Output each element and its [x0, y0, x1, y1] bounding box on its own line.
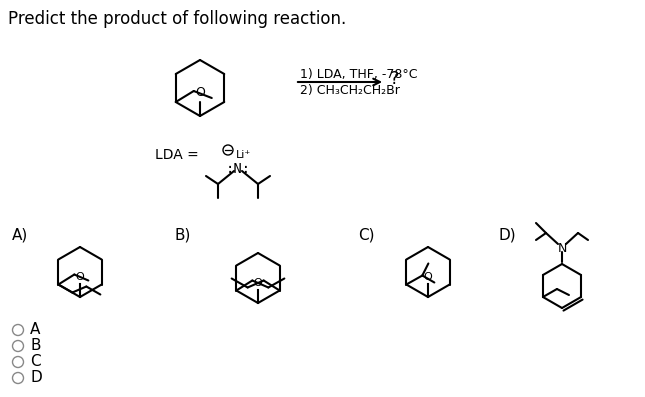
Text: O: O [424, 272, 432, 282]
Text: ?: ? [390, 70, 399, 88]
Text: D: D [30, 370, 42, 385]
Text: O: O [253, 278, 263, 288]
Text: B): B) [175, 228, 192, 243]
Text: O: O [75, 272, 84, 282]
Text: 1) LDA, THF, -78°C: 1) LDA, THF, -78°C [300, 68, 417, 81]
Text: D): D) [498, 228, 515, 243]
Text: A: A [30, 322, 41, 337]
Text: A): A) [12, 228, 28, 243]
Text: O: O [195, 86, 205, 99]
Text: :N:: :N: [226, 162, 250, 176]
Text: N: N [557, 241, 567, 254]
Text: Predict the product of following reaction.: Predict the product of following reactio… [8, 10, 346, 28]
Text: 2) CH₃CH₂CH₂Br: 2) CH₃CH₂CH₂Br [300, 84, 400, 97]
Text: B: B [30, 339, 41, 353]
Text: C: C [30, 355, 41, 370]
Text: Li⁺: Li⁺ [236, 150, 252, 160]
Text: LDA =: LDA = [155, 148, 199, 162]
Text: C): C) [358, 228, 375, 243]
